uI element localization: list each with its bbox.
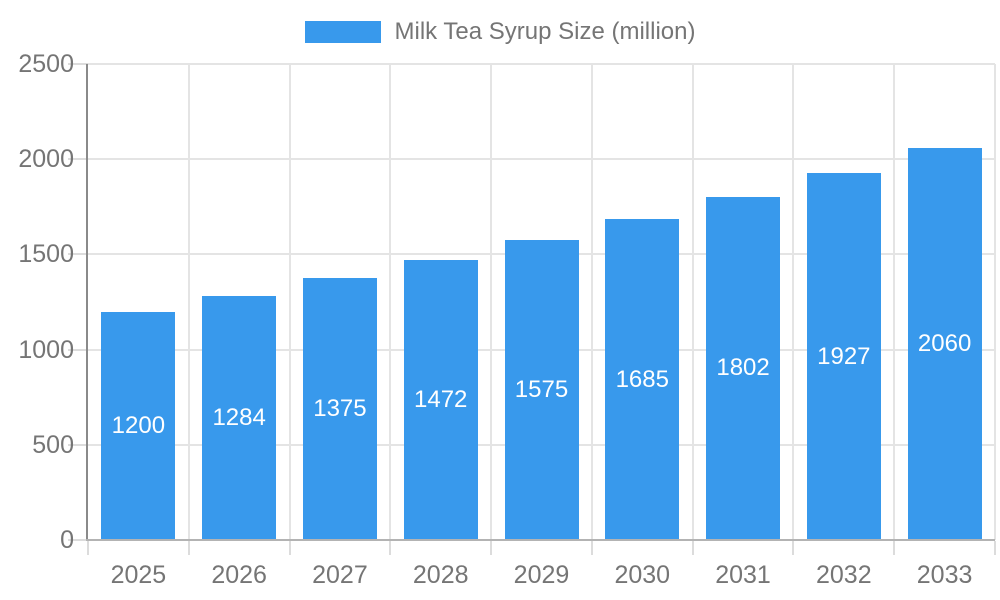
x-tick-label: 2029 (513, 561, 570, 589)
x-tick-label: 2032 (816, 561, 872, 589)
gridline-v (389, 64, 392, 540)
legend-swatch (304, 21, 381, 43)
x-tick (691, 541, 694, 555)
bar-value-label: 1802 (716, 354, 770, 382)
x-tick (288, 541, 291, 555)
gridline-v (792, 64, 795, 540)
y-tick (68, 63, 88, 65)
x-tick-label: 2026 (211, 561, 267, 589)
x-axis-line (86, 539, 995, 541)
x-tick (187, 541, 190, 555)
x-tick (792, 541, 795, 555)
bar-2026[interactable] (202, 295, 277, 539)
gridline-h (88, 63, 995, 65)
x-tick (389, 541, 392, 555)
bar-value-label: 2060 (917, 329, 972, 357)
x-tick-label: 2030 (614, 561, 671, 589)
y-tick (68, 253, 88, 256)
y-tick (68, 348, 88, 351)
bar-2029[interactable] (504, 240, 579, 539)
y-tick-label: 500 (32, 430, 74, 459)
y-tick-label: 2500 (18, 50, 74, 78)
gridline-v (187, 64, 190, 540)
bar-value-label: 1927 (817, 342, 871, 370)
plot-area: 1200 1284 1375 1472 1575 1685 1802 1927 2060 (88, 63, 996, 540)
bar-2027[interactable] (302, 278, 377, 539)
bar-2028[interactable] (403, 259, 478, 539)
y-axis-line (86, 64, 88, 540)
gridline-v (490, 64, 493, 540)
gridline-v (288, 64, 291, 540)
bar-2030[interactable] (605, 219, 680, 539)
bar-value-label: 1200 (111, 411, 166, 439)
bar-value-label: 1375 (313, 395, 367, 423)
x-tick (490, 541, 493, 555)
gridline-v (590, 64, 593, 540)
x-tick (893, 541, 896, 555)
y-tick (68, 539, 88, 541)
bar-2031[interactable] (706, 196, 781, 539)
bar-value-label: 1472 (414, 385, 468, 413)
x-tick-label: 2031 (715, 561, 771, 589)
x-tick-label: 2025 (110, 561, 167, 589)
y-tick-label: 1000 (18, 335, 74, 364)
bar-2032[interactable] (806, 173, 881, 539)
x-tick (590, 541, 593, 555)
bar-2033[interactable] (907, 147, 982, 539)
gridline-v (994, 64, 996, 540)
legend[interactable]: Milk Tea Syrup Size (million) (0, 16, 1000, 48)
legend-label: Milk Tea Syrup Size (million) (394, 18, 696, 45)
y-tick-label: 1500 (18, 240, 74, 269)
y-tick-label: 0 (60, 526, 74, 554)
bar-value-label: 1575 (514, 376, 569, 404)
x-tick (994, 541, 996, 555)
y-tick (68, 443, 88, 446)
y-tick-label: 2000 (18, 145, 74, 174)
y-tick (68, 158, 88, 161)
bar-2025[interactable] (101, 311, 176, 539)
x-tick-label: 2033 (916, 561, 973, 589)
bar-value-label: 1685 (615, 365, 669, 393)
gridline-v (893, 64, 896, 540)
gridline-h (88, 158, 995, 161)
x-tick-label: 2027 (312, 561, 368, 589)
x-tick (87, 541, 89, 555)
x-tick-label: 2028 (412, 561, 469, 589)
gridline-v (691, 64, 694, 540)
bar-value-label: 1284 (212, 403, 266, 431)
